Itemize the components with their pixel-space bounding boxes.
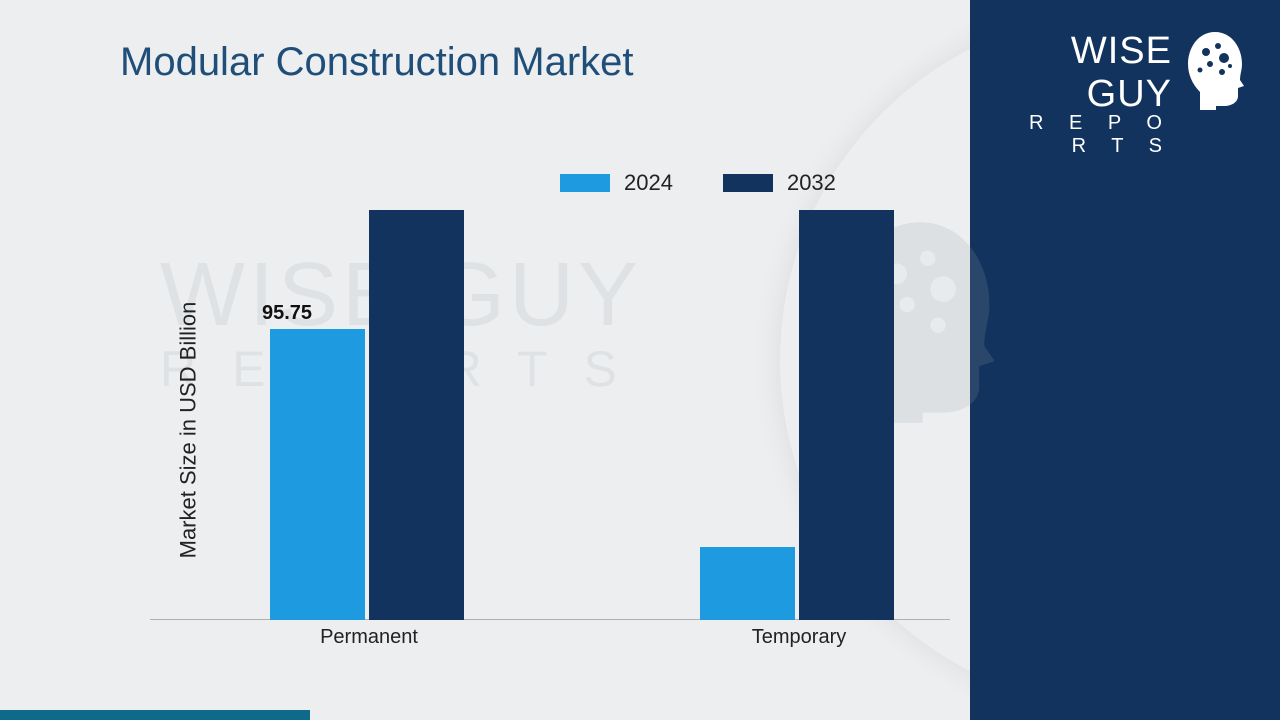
group-label: Permanent [270,626,468,649]
bar [270,329,365,620]
bar [700,547,795,620]
legend-item-2032: 2032 [723,170,836,196]
chart-title: Modular Construction Market [120,40,634,85]
footer-accent-bar [0,710,310,720]
legend-label: 2024 [624,170,673,196]
legend-swatch-2032 [723,174,773,192]
legend-swatch-2024 [560,174,610,192]
infographic-canvas: WISE GUY R E P O R T S Modular Construct… [0,0,1280,720]
chart-plot-area: Market Size in USD Billion 95.75 Permanen… [90,210,950,650]
y-axis-label: Market Size in USD Billion [175,302,201,559]
legend-item-2024: 2024 [560,170,673,196]
brand-name-line2: R E P O R T S [990,112,1172,158]
legend-label: 2032 [787,170,836,196]
brand-logo: WISE GUY R E P O R T S [990,30,1250,158]
bar-value-label: 95.75 [262,302,312,325]
group-label: Temporary [700,626,898,649]
chart-legend: 2024 2032 [560,170,836,196]
bar [799,210,894,620]
brand-name-line1: WISE GUY [990,30,1172,116]
bar [369,210,464,620]
